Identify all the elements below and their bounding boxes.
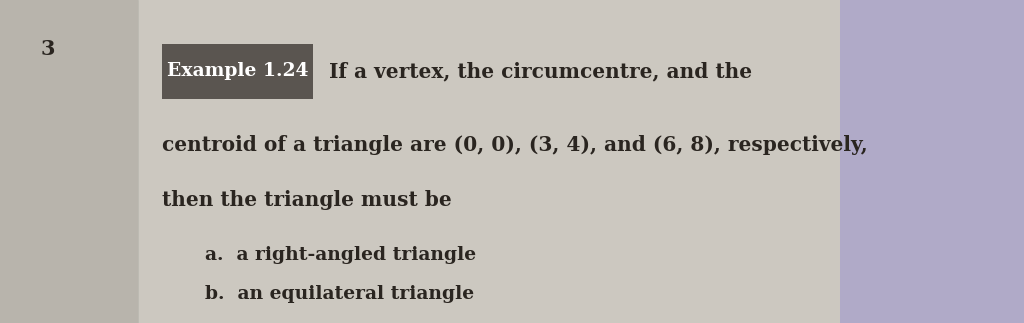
Text: 3: 3 xyxy=(41,39,55,59)
Text: a.  a right-angled triangle: a. a right-angled triangle xyxy=(205,246,476,264)
Bar xyxy=(0,0,138,323)
Text: then the triangle must be: then the triangle must be xyxy=(162,190,452,210)
Text: b.  an equilateral triangle: b. an equilateral triangle xyxy=(205,285,474,303)
Text: If a vertex, the circumcentre, and the: If a vertex, the circumcentre, and the xyxy=(329,61,752,81)
FancyBboxPatch shape xyxy=(162,44,313,99)
Bar xyxy=(840,0,1024,323)
Text: Example 1.24: Example 1.24 xyxy=(167,62,308,80)
Text: centroid of a triangle are (0, 0), (3, 4), and (6, 8), respectively,: centroid of a triangle are (0, 0), (3, 4… xyxy=(162,135,867,155)
